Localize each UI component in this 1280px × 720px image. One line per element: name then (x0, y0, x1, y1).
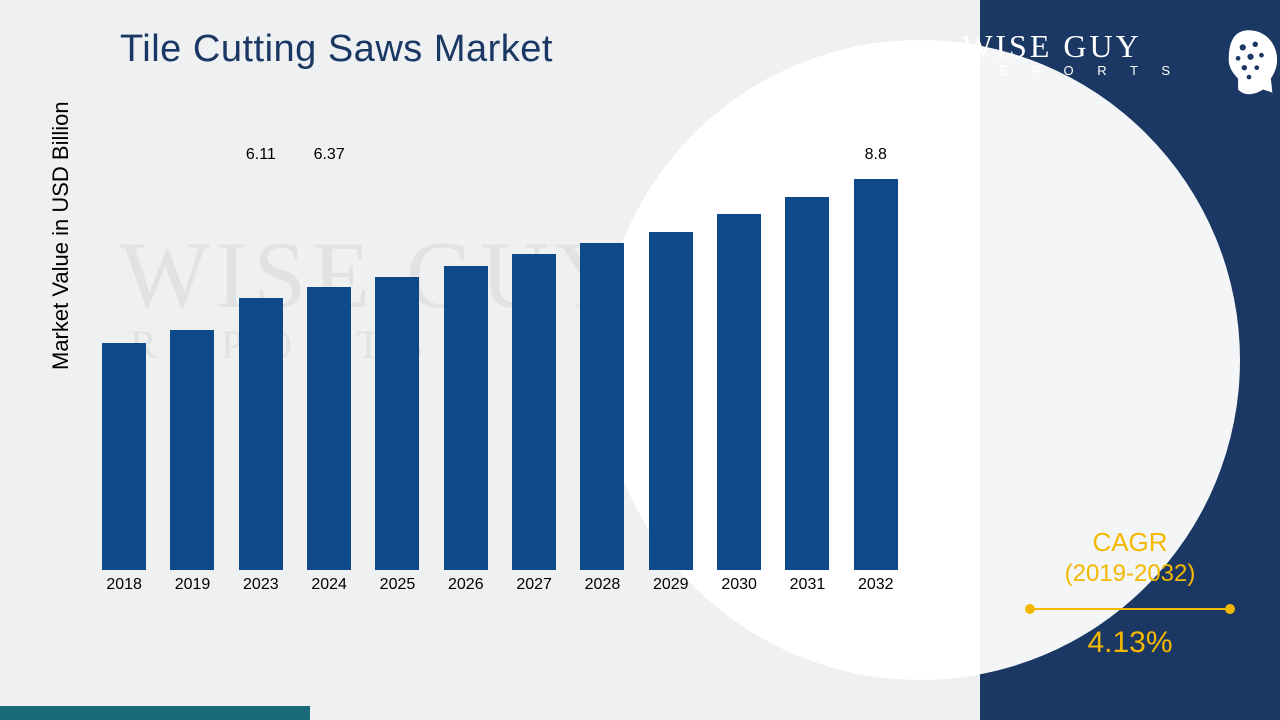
bar-2026 (432, 170, 500, 570)
y-axis-label: Market Value in USD Billion (48, 101, 74, 370)
bar-rect (785, 197, 829, 570)
bar-2027 (500, 170, 568, 570)
x-label-2019: 2019 (158, 576, 226, 594)
bar-rect (239, 298, 283, 570)
bar-2019 (158, 170, 226, 570)
bar-2032: 8.8 (842, 170, 910, 570)
logo-line1: WISE GUY (962, 28, 1142, 64)
infographic-root: WISE GUY REPORTS Tile Cutting Saws Marke… (0, 0, 1280, 720)
brand-logo: WISE GUY R E P O R T S (962, 28, 1180, 78)
bars-container: 6.116.37 8.8 (90, 170, 910, 570)
bar-rect (649, 232, 693, 570)
bar-value-label: 6.11 (227, 146, 295, 164)
chart-title: Tile Cutting Saws Market (120, 28, 553, 71)
logo-line2: R E P O R T S (966, 63, 1180, 78)
brain-head-icon (1210, 24, 1280, 102)
bar-value-label: 8.8 (842, 146, 910, 164)
bar-value-label: 6.37 (295, 146, 363, 164)
x-label-2032: 2032 (842, 576, 910, 594)
x-label-2026: 2026 (432, 576, 500, 594)
bar-rect (102, 343, 146, 570)
bar-rect (854, 179, 898, 570)
bar-rect (512, 254, 556, 570)
bar-2030 (705, 170, 773, 570)
x-label-2024: 2024 (295, 576, 363, 594)
chart-area: 6.116.37 8.8 (90, 170, 910, 570)
bar-2023: 6.11 (227, 170, 295, 570)
bar-rect (580, 243, 624, 570)
x-label-2031: 2031 (773, 576, 841, 594)
x-axis-labels: 2018201920232024202520262027202820292030… (90, 576, 910, 594)
bar-2018 (90, 170, 158, 570)
cagr-block: CAGR (2019-2032) 4.13% (1020, 527, 1240, 660)
x-label-2029: 2029 (637, 576, 705, 594)
x-label-2030: 2030 (705, 576, 773, 594)
cagr-value: 4.13% (1020, 626, 1240, 660)
bar-2028 (568, 170, 636, 570)
bar-2029 (637, 170, 705, 570)
x-label-2027: 2027 (500, 576, 568, 594)
x-label-2028: 2028 (568, 576, 636, 594)
bar-rect (717, 214, 761, 570)
bar-rect (444, 266, 488, 570)
bar-rect (307, 287, 351, 570)
bar-2031 (773, 170, 841, 570)
x-label-2023: 2023 (227, 576, 295, 594)
cagr-title: CAGR (1020, 527, 1240, 558)
x-label-2025: 2025 (363, 576, 431, 594)
bar-rect (375, 277, 419, 570)
x-label-2018: 2018 (90, 576, 158, 594)
footer-accent-bar (0, 706, 310, 720)
bar-rect (170, 330, 214, 570)
cagr-divider (1030, 608, 1230, 610)
bar-2025 (363, 170, 431, 570)
bar-2024: 6.37 (295, 170, 363, 570)
cagr-range: (2019-2032) (1020, 560, 1240, 588)
